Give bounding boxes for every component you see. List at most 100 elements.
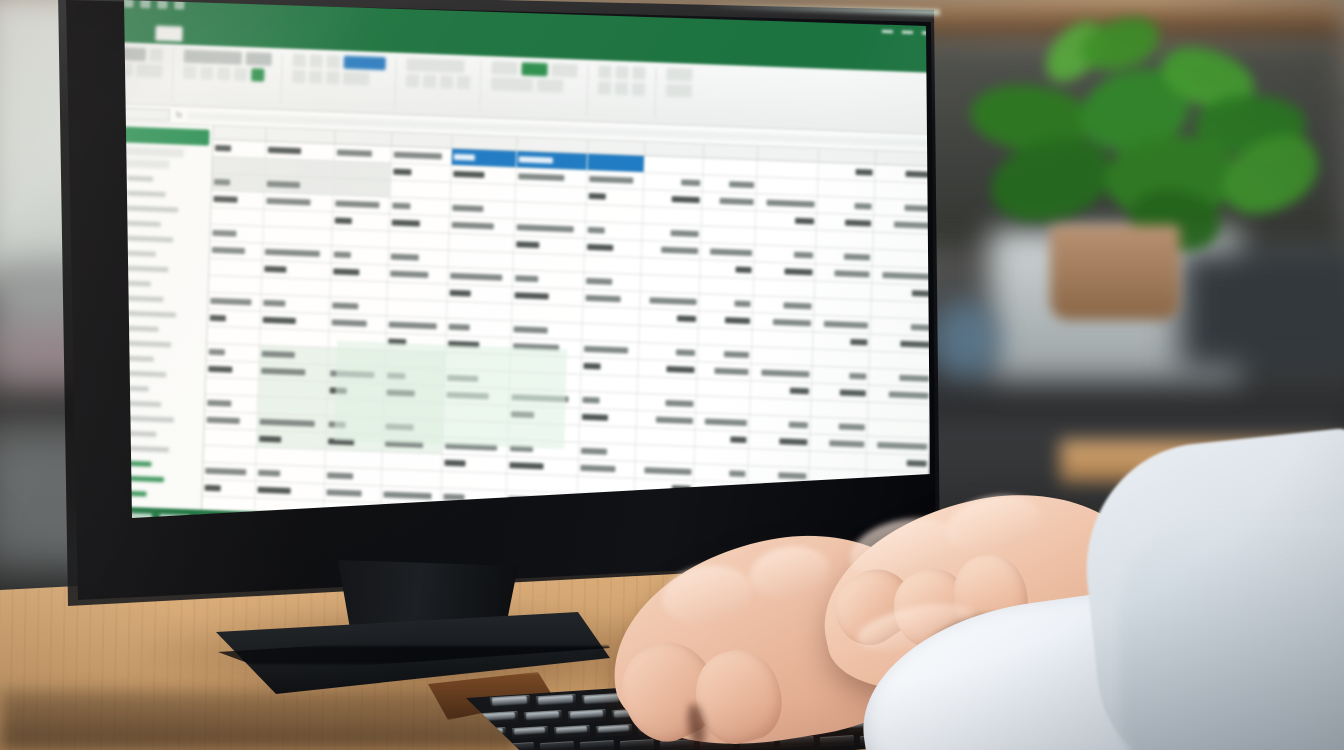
grid-cell[interactable]: [816, 230, 874, 249]
grid-cell[interactable]: [516, 168, 588, 187]
grid-cell[interactable]: [643, 173, 703, 192]
grid-cell[interactable]: [204, 411, 258, 430]
grid-cell[interactable]: [868, 385, 930, 404]
grid-cell[interactable]: [206, 360, 260, 379]
grid-cell[interactable]: [516, 151, 588, 170]
grid-cell[interactable]: [328, 331, 387, 350]
grid-cell[interactable]: [452, 148, 518, 168]
grid-cell[interactable]: [381, 469, 443, 488]
align-top-icon[interactable]: [292, 53, 306, 68]
align-left-icon[interactable]: [292, 69, 306, 84]
grid-cell[interactable]: [259, 345, 329, 365]
align-middle-icon[interactable]: [309, 54, 323, 68]
grid-cell[interactable]: [260, 311, 330, 331]
format-cells-icon[interactable]: [632, 66, 646, 80]
grid-cell[interactable]: [442, 454, 508, 474]
grid-cell[interactable]: [587, 153, 645, 173]
grid-cell[interactable]: [750, 415, 812, 434]
grid-cell[interactable]: [871, 283, 930, 303]
grid-cell[interactable]: [750, 398, 812, 417]
grid-cell[interactable]: [256, 447, 326, 467]
column-header[interactable]: [391, 132, 453, 148]
grid-cell[interactable]: [212, 156, 266, 175]
grid-cell[interactable]: [637, 359, 698, 379]
column-header[interactable]: [758, 146, 820, 162]
grid-cell[interactable]: [582, 306, 641, 325]
table-style-button[interactable]: [521, 62, 548, 77]
ribbon-group-editing[interactable]: [665, 67, 703, 120]
grid-cell[interactable]: [872, 266, 930, 286]
minimize-icon[interactable]: [881, 29, 893, 33]
grid-cell[interactable]: [870, 317, 930, 336]
grid-cell[interactable]: [869, 351, 930, 370]
grid-cell[interactable]: [639, 325, 699, 345]
grid-cell[interactable]: [753, 296, 816, 315]
grid-cell[interactable]: [443, 420, 509, 440]
cut-icon[interactable]: [149, 48, 164, 62]
grid-cell[interactable]: [695, 413, 751, 432]
grid-rows[interactable]: [201, 139, 930, 518]
navigator-item[interactable]: [124, 485, 199, 504]
grid-cell[interactable]: [578, 442, 636, 461]
grid-cell[interactable]: [255, 481, 325, 501]
grid-cell[interactable]: [639, 308, 699, 328]
grid-cell[interactable]: [641, 240, 701, 260]
grid-cell[interactable]: [636, 393, 697, 413]
grid-cell[interactable]: [324, 467, 382, 486]
grid-cell[interactable]: [509, 389, 581, 408]
grid-cell[interactable]: [810, 434, 868, 453]
grid-cell[interactable]: [507, 440, 579, 459]
comma-icon[interactable]: [439, 75, 454, 89]
spreadsheet-window[interactable]: fx: [124, 0, 930, 518]
grid-cell[interactable]: [511, 338, 583, 357]
grid-cell[interactable]: [446, 318, 513, 338]
grid-cell[interactable]: [513, 253, 585, 272]
grid-cell[interactable]: [696, 362, 753, 381]
grid-cell[interactable]: [698, 311, 754, 330]
grid-cell[interactable]: [694, 447, 750, 466]
navigator-panel[interactable]: [124, 121, 214, 510]
grid-cell[interactable]: [583, 272, 642, 291]
grid-cell[interactable]: [695, 396, 752, 415]
insert-cells-icon[interactable]: [598, 65, 612, 79]
font-family-select[interactable]: [183, 49, 242, 65]
comments-button[interactable]: [665, 83, 693, 98]
grid-cell[interactable]: [754, 262, 817, 281]
grid-cell[interactable]: [209, 258, 263, 277]
tab-insert[interactable]: [200, 29, 214, 40]
grid-cell[interactable]: [508, 406, 581, 425]
grid-cell[interactable]: [581, 357, 639, 376]
grid-cell[interactable]: [450, 199, 516, 219]
grid-cell[interactable]: [326, 416, 384, 435]
grid-cell[interactable]: [755, 228, 818, 247]
grid-cell[interactable]: [331, 246, 389, 265]
function-icon[interactable]: fx: [175, 110, 183, 120]
tab-data[interactable]: [296, 32, 307, 43]
bold-button[interactable]: [183, 65, 197, 80]
name-box[interactable]: [124, 106, 171, 121]
grid-cell[interactable]: [514, 236, 586, 255]
grid-cell[interactable]: [643, 190, 703, 209]
tab-view[interactable]: [325, 33, 336, 44]
grid-cell[interactable]: [263, 226, 333, 246]
grid-cell[interactable]: [755, 245, 817, 264]
grid-cell[interactable]: [752, 330, 814, 349]
grid-cell[interactable]: [749, 449, 811, 468]
grid-cell[interactable]: [634, 461, 695, 481]
grid-cell[interactable]: [867, 436, 930, 455]
grid-cell[interactable]: [754, 279, 816, 298]
column-header[interactable]: [703, 144, 759, 160]
grid-cell[interactable]: [211, 190, 265, 209]
grid-cell[interactable]: [756, 211, 818, 230]
grid-cell[interactable]: [577, 459, 636, 478]
undo-icon[interactable]: [140, 0, 151, 9]
grid-cell[interactable]: [390, 180, 452, 199]
grid-cell[interactable]: [751, 364, 813, 383]
grid-cell[interactable]: [585, 221, 643, 240]
grid-cell[interactable]: [579, 408, 637, 427]
align-right-icon[interactable]: [326, 71, 340, 85]
grid-cell[interactable]: [447, 301, 513, 321]
grid-cell[interactable]: [263, 209, 333, 229]
grid-cell[interactable]: [202, 479, 256, 498]
grid-cell[interactable]: [389, 197, 451, 216]
